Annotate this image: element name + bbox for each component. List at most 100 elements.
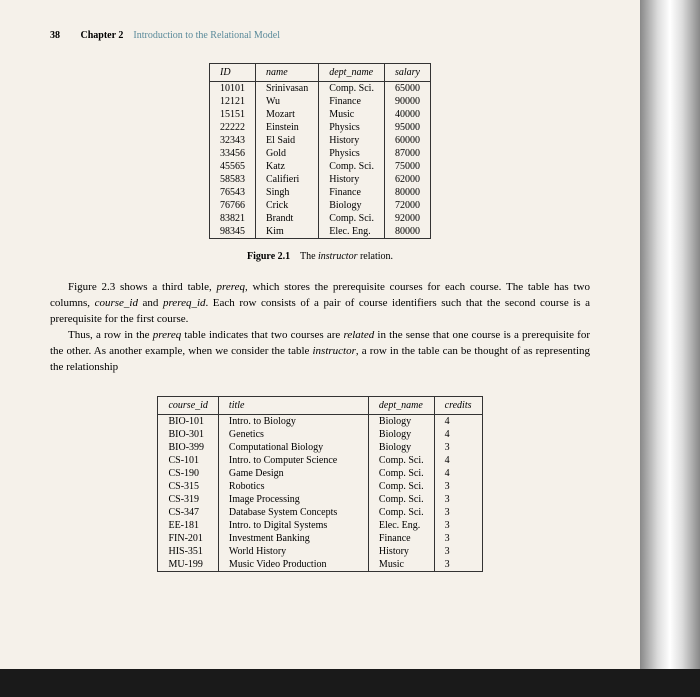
table-cell: 4: [434, 467, 482, 480]
table-row: HIS-351World HistoryHistory3: [158, 545, 482, 558]
table-cell: 3: [434, 506, 482, 519]
table-cell: FIN-201: [158, 532, 218, 545]
table-cell: 15151: [210, 108, 256, 121]
table-cell: Biology: [368, 441, 434, 454]
table-cell: Biology: [319, 199, 385, 212]
table-cell: Biology: [368, 428, 434, 441]
table-cell: 40000: [384, 108, 430, 121]
table-cell: Intro. to Biology: [218, 414, 368, 428]
table-cell: Katz: [256, 160, 319, 173]
col-dept: dept_name: [319, 64, 385, 82]
table-cell: Comp. Sci.: [368, 467, 434, 480]
table-cell: Mozart: [256, 108, 319, 121]
table-row: FIN-201Investment BankingFinance3: [158, 532, 482, 545]
chapter-label: Chapter 2: [81, 30, 124, 41]
table-cell: Comp. Sci.: [368, 480, 434, 493]
col-courseid: course_id: [158, 396, 218, 414]
table-cell: 3: [434, 493, 482, 506]
table-cell: 33456: [210, 147, 256, 160]
table-cell: 4: [434, 428, 482, 441]
figure-caption-1: Figure 2.1 The instructor relation.: [50, 251, 590, 262]
table-cell: BIO-399: [158, 441, 218, 454]
table-cell: Comp. Sci.: [319, 160, 385, 173]
table-row: EE-181Intro. to Digital SystemsElec. Eng…: [158, 519, 482, 532]
table-cell: CS-315: [158, 480, 218, 493]
table-cell: 90000: [384, 95, 430, 108]
table-cell: Srinivasan: [256, 82, 319, 96]
table-cell: Physics: [319, 121, 385, 134]
table-row: 45565KatzComp. Sci.75000: [210, 160, 431, 173]
col-credits: credits: [434, 396, 482, 414]
table-cell: Gold: [256, 147, 319, 160]
chapter-title: Introduction to the Relational Model: [133, 30, 280, 41]
table-row: 22222EinsteinPhysics95000: [210, 121, 431, 134]
table-row: 33456GoldPhysics87000: [210, 147, 431, 160]
table-cell: El Said: [256, 134, 319, 147]
table-cell: World History: [218, 545, 368, 558]
table-cell: CS-190: [158, 467, 218, 480]
table-cell: Image Processing: [218, 493, 368, 506]
table-cell: Biology: [368, 414, 434, 428]
table-cell: Comp. Sci.: [368, 493, 434, 506]
table-cell: MU-199: [158, 558, 218, 572]
table-cell: 32343: [210, 134, 256, 147]
table-cell: CS-347: [158, 506, 218, 519]
table-cell: 72000: [384, 199, 430, 212]
table-cell: Comp. Sci.: [368, 454, 434, 467]
table-row: CS-101Intro. to Computer ScienceComp. Sc…: [158, 454, 482, 467]
bottom-bar: [0, 669, 700, 697]
table-cell: CS-101: [158, 454, 218, 467]
table-cell: 80000: [384, 186, 430, 199]
table-cell: 12121: [210, 95, 256, 108]
instructor-table: ID name dept_name salary 10101Srinivasan…: [209, 63, 431, 239]
table-cell: Finance: [368, 532, 434, 545]
table-row: 83821BrandtComp. Sci.92000: [210, 212, 431, 225]
table-cell: BIO-301: [158, 428, 218, 441]
table-cell: 10101: [210, 82, 256, 96]
table-cell: 4: [434, 414, 482, 428]
table-cell: 45565: [210, 160, 256, 173]
table-cell: Intro. to Digital Systems: [218, 519, 368, 532]
table-cell: BIO-101: [158, 414, 218, 428]
table-row: 98345KimElec. Eng.80000: [210, 225, 431, 239]
table-cell: 62000: [384, 173, 430, 186]
table-cell: CS-319: [158, 493, 218, 506]
table-cell: Singh: [256, 186, 319, 199]
body-text: Figure 2.3 shows a third table, prereq, …: [50, 280, 590, 376]
table-cell: 3: [434, 558, 482, 572]
table-cell: Comp. Sci.: [319, 212, 385, 225]
paragraph-1: Figure 2.3 shows a third table, prereq, …: [50, 280, 590, 328]
table-cell: 3: [434, 545, 482, 558]
table-row: BIO-101Intro. to BiologyBiology4: [158, 414, 482, 428]
table-cell: Music: [319, 108, 385, 121]
paragraph-2: Thus, a row in the prereq table indicate…: [50, 328, 590, 376]
table-cell: 92000: [384, 212, 430, 225]
table-cell: History: [319, 134, 385, 147]
table-cell: History: [368, 545, 434, 558]
table-row: MU-199Music Video ProductionMusic3: [158, 558, 482, 572]
table-cell: Physics: [319, 147, 385, 160]
col-id: ID: [210, 64, 256, 82]
table-cell: Robotics: [218, 480, 368, 493]
table-cell: 3: [434, 532, 482, 545]
table-cell: 22222: [210, 121, 256, 134]
table-cell: Investment Banking: [218, 532, 368, 545]
table-row: BIO-399Computational BiologyBiology3: [158, 441, 482, 454]
col-name: name: [256, 64, 319, 82]
table-cell: 87000: [384, 147, 430, 160]
table-cell: 83821: [210, 212, 256, 225]
table-row: 15151MozartMusic40000: [210, 108, 431, 121]
table-cell: 76543: [210, 186, 256, 199]
table-cell: 60000: [384, 134, 430, 147]
table-row: 12121WuFinance90000: [210, 95, 431, 108]
table-cell: Music Video Production: [218, 558, 368, 572]
table-row: CS-347Database System ConceptsComp. Sci.…: [158, 506, 482, 519]
table-cell: History: [319, 173, 385, 186]
table-cell: Intro. to Computer Science: [218, 454, 368, 467]
table-cell: Elec. Eng.: [368, 519, 434, 532]
table-cell: Computational Biology: [218, 441, 368, 454]
table-row: 10101SrinivasanComp. Sci.65000: [210, 82, 431, 96]
table-row: 76543SinghFinance80000: [210, 186, 431, 199]
table-row: 32343El SaidHistory60000: [210, 134, 431, 147]
table-cell: 80000: [384, 225, 430, 239]
